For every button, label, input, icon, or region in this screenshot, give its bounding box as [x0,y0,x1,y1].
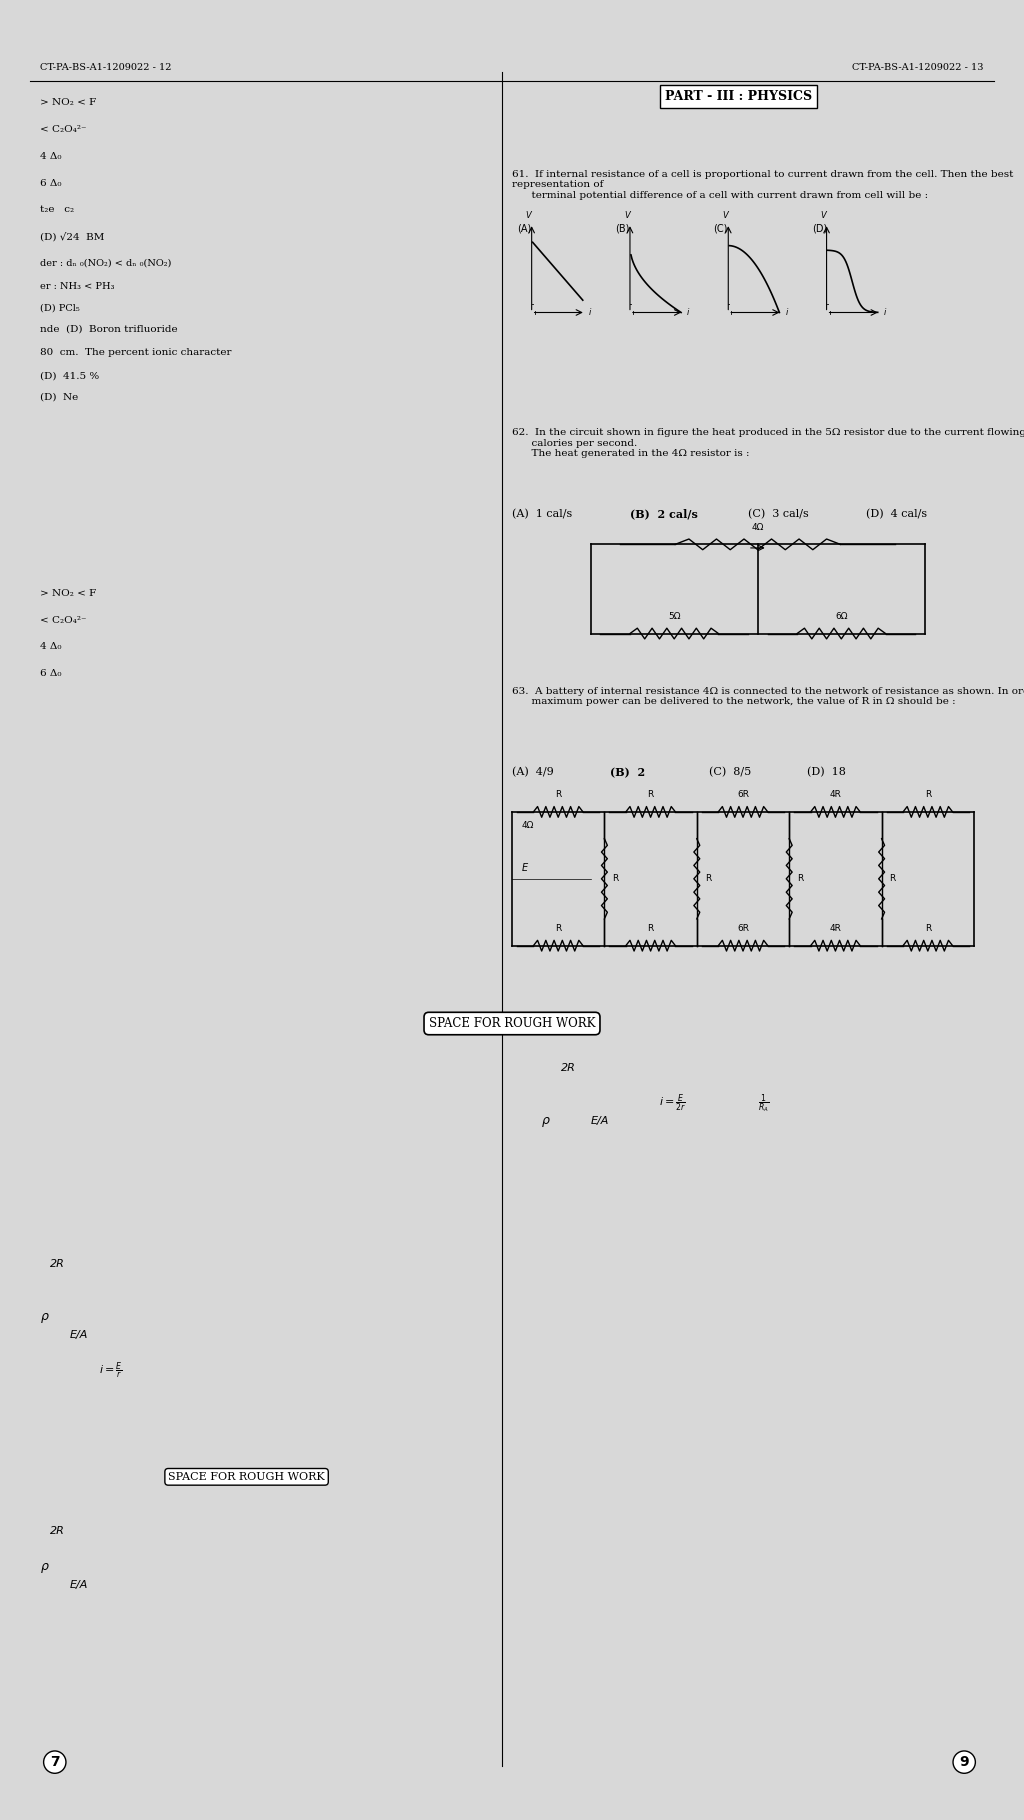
Text: > NO₂ < F: > NO₂ < F [40,98,96,107]
Text: 61.  If internal resistance of a cell is proportional to current drawn from the : 61. If internal resistance of a cell is … [512,169,1014,200]
Text: $\rho$: $\rho$ [40,1310,50,1325]
Text: V: V [526,211,531,220]
Text: 2R: 2R [561,1063,577,1072]
Text: CT-PA-BS-A1-1209022 - 13: CT-PA-BS-A1-1209022 - 13 [852,64,984,71]
Text: $i = \frac{E}{2r}$: $i = \frac{E}{2r}$ [659,1092,687,1114]
Text: SPACE FOR ROUGH WORK: SPACE FOR ROUGH WORK [168,1472,325,1481]
Text: R: R [647,790,653,799]
Text: E/A: E/A [70,1580,88,1589]
Text: V: V [821,211,826,220]
Text: (D)  4 cal/s: (D) 4 cal/s [866,510,927,519]
Text: CT-PA-BS-A1-1209022 - 12: CT-PA-BS-A1-1209022 - 12 [40,64,172,71]
Text: 5Ω: 5Ω [668,612,681,621]
Text: $\rho$: $\rho$ [40,1562,50,1574]
Text: > NO₂ < F: > NO₂ < F [40,590,96,599]
Text: R: R [890,874,896,883]
Text: i: i [687,308,689,317]
Text: 80  cm.  The percent ionic character: 80 cm. The percent ionic character [40,348,231,357]
Text: 2R: 2R [50,1527,65,1536]
Text: E/A: E/A [70,1330,88,1340]
Text: er : NH₃ < PH₃: er : NH₃ < PH₃ [40,282,115,291]
Text: (D) PCl₅: (D) PCl₅ [40,304,80,313]
Text: der : dₙ ₀(NO₂) < dₙ ₀(NO₂): der : dₙ ₀(NO₂) < dₙ ₀(NO₂) [40,258,171,268]
Text: 2R: 2R [50,1259,65,1269]
Text: (D)  18: (D) 18 [807,768,846,777]
Text: $i = \frac{E}{r}$: $i = \frac{E}{r}$ [99,1360,123,1381]
Text: 62.  In the circuit shown in figure the heat produced in the 5Ω resistor due to : 62. In the circuit shown in figure the h… [512,428,1024,459]
Text: (A): (A) [517,224,531,233]
Text: (A)  1 cal/s: (A) 1 cal/s [512,510,572,519]
Text: (C)  3 cal/s: (C) 3 cal/s [748,510,809,519]
Text: V: V [625,211,630,220]
Text: (C): (C) [714,224,728,233]
Text: R: R [925,790,931,799]
Text: 6 Δ₀: 6 Δ₀ [40,670,61,679]
Text: $\frac{1}{R_A}$: $\frac{1}{R_A}$ [758,1092,769,1116]
Text: 7: 7 [50,1754,59,1769]
Text: 63.  A battery of internal resistance 4Ω is connected to the network of resistan: 63. A battery of internal resistance 4Ω … [512,686,1024,706]
Text: R: R [612,874,618,883]
Text: t₂e   c₂: t₂e c₂ [40,206,75,215]
Text: (C)  8/5: (C) 8/5 [709,768,751,777]
Text: (D)  41.5 %: (D) 41.5 % [40,371,99,380]
Text: nde  (D)  Boron trifluoride: nde (D) Boron trifluoride [40,326,178,335]
Text: E: E [522,863,528,874]
Text: 6R: 6R [737,925,749,934]
Text: < C₂O₄²⁻: < C₂O₄²⁻ [40,615,87,624]
Text: (A)  4/9: (A) 4/9 [512,768,554,777]
Text: (D)  Ne: (D) Ne [40,393,79,402]
Text: SPACE FOR ROUGH WORK: SPACE FOR ROUGH WORK [429,1017,595,1030]
Text: R: R [555,925,561,934]
Text: (B): (B) [615,224,630,233]
Text: R: R [925,925,931,934]
Text: 4Ω: 4Ω [752,522,764,531]
Text: (B)  2: (B) 2 [610,768,645,779]
Text: 6 Δ₀: 6 Δ₀ [40,178,61,187]
Text: 6R: 6R [737,790,749,799]
Text: R: R [555,790,561,799]
Text: (D): (D) [812,224,827,233]
Text: 9: 9 [959,1754,969,1769]
Text: R: R [797,874,804,883]
Text: (D) √24  BM: (D) √24 BM [40,233,104,242]
Text: (B)  2 cal/s: (B) 2 cal/s [630,510,697,521]
Text: 4R: 4R [829,790,842,799]
Text: i: i [884,308,886,317]
Text: $\rho$: $\rho$ [542,1116,551,1128]
Text: R: R [705,874,711,883]
Text: 4R: 4R [829,925,842,934]
Text: i: i [589,308,591,317]
Text: 6Ω: 6Ω [835,612,848,621]
Text: 4 Δ₀: 4 Δ₀ [40,642,61,652]
Text: V: V [723,211,728,220]
Text: 4Ω: 4Ω [522,821,535,830]
Text: PART - III : PHYSICS: PART - III : PHYSICS [665,89,812,102]
Text: E/A: E/A [591,1116,609,1127]
Text: 4 Δ₀: 4 Δ₀ [40,153,61,160]
Text: i: i [785,308,787,317]
Text: < C₂O₄²⁻: < C₂O₄²⁻ [40,126,87,135]
Text: R: R [647,925,653,934]
